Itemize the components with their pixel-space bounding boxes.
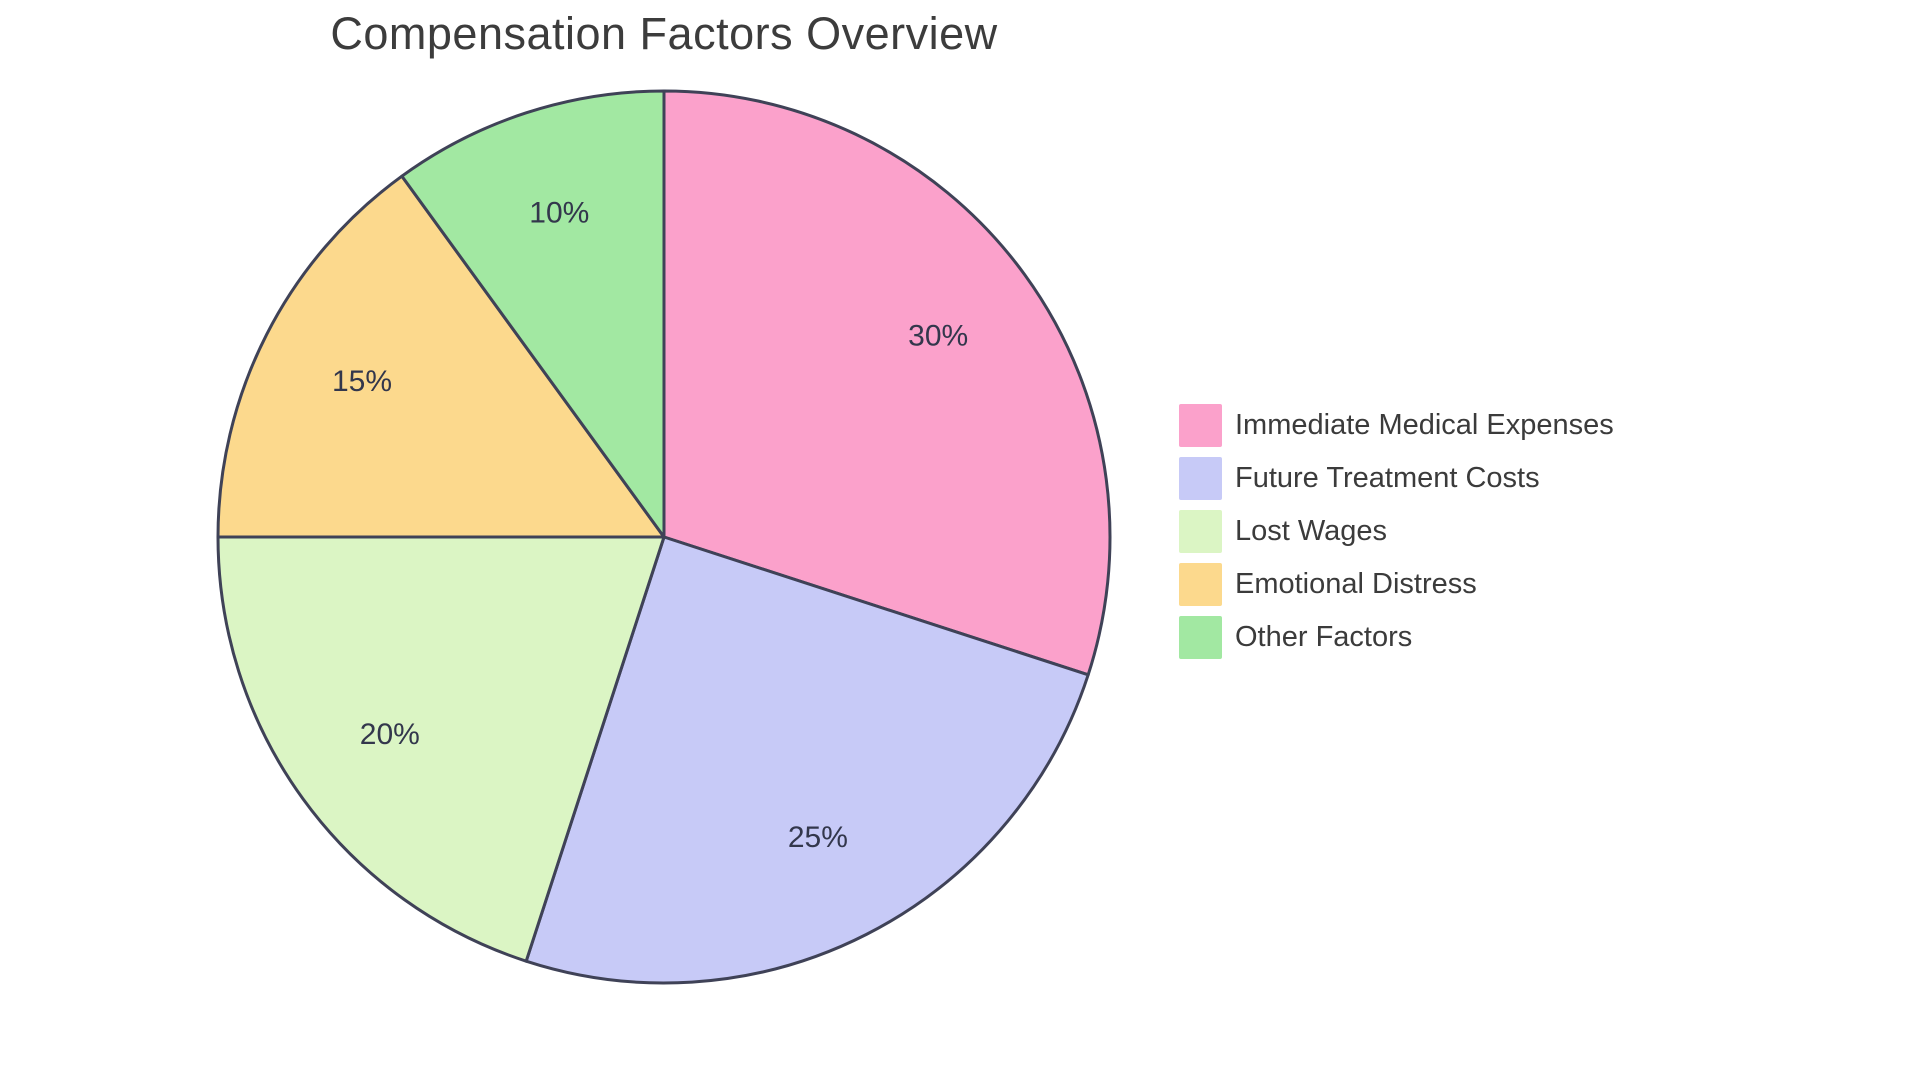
legend-swatch-future-treatment-costs bbox=[1179, 457, 1222, 500]
legend-label-future-treatment-costs: Future Treatment Costs bbox=[1235, 462, 1540, 494]
legend-label-other-factors: Other Factors bbox=[1235, 621, 1413, 653]
pie-slice-label-emotional-distress: 15% bbox=[332, 365, 392, 398]
legend-label-lost-wages: Lost Wages bbox=[1235, 515, 1388, 547]
pie-slice-label-lost-wages: 20% bbox=[360, 718, 420, 751]
pie-slice-emotional-distress bbox=[216, 174, 666, 539]
legend-swatch-immediate-medical-expenses bbox=[1179, 404, 1222, 447]
legend-swatch-other-factors bbox=[1179, 616, 1222, 659]
legend-item-other-factors: Other Factors bbox=[1179, 616, 1614, 659]
legend: Immediate Medical Expenses Future Treatme… bbox=[1179, 404, 1614, 659]
pie-slice-other-factors bbox=[400, 89, 666, 539]
legend-label-emotional-distress: Emotional Distress bbox=[1235, 568, 1477, 600]
chart-title: Compensation Factors Overview bbox=[330, 8, 998, 59]
legend-item-immediate-medical-expenses: Immediate Medical Expenses bbox=[1179, 404, 1614, 447]
pie-slice-future-treatment-costs bbox=[524, 535, 1090, 985]
pie-slice-label-immediate-medical-expenses: 30% bbox=[908, 320, 968, 353]
legend-swatch-lost-wages bbox=[1179, 510, 1222, 553]
pie-slice-label-future-treatment-costs: 25% bbox=[788, 821, 848, 854]
legend-label-immediate-medical-expenses: Immediate Medical Expenses bbox=[1235, 409, 1614, 441]
legend-swatch-emotional-distress bbox=[1179, 563, 1222, 606]
pie-slices-group bbox=[216, 89, 1112, 985]
pie-labels-group: 30% 25% 20% 15% 10% bbox=[332, 197, 968, 854]
pie-slice-label-other-factors: 10% bbox=[529, 197, 589, 230]
pie-slice-immediate-medical-expenses bbox=[662, 89, 1112, 677]
legend-item-future-treatment-costs: Future Treatment Costs bbox=[1179, 457, 1614, 500]
pie-slice-lost-wages bbox=[216, 535, 666, 963]
legend-item-emotional-distress: Emotional Distress bbox=[1179, 563, 1614, 606]
legend-item-lost-wages: Lost Wages bbox=[1179, 510, 1614, 553]
